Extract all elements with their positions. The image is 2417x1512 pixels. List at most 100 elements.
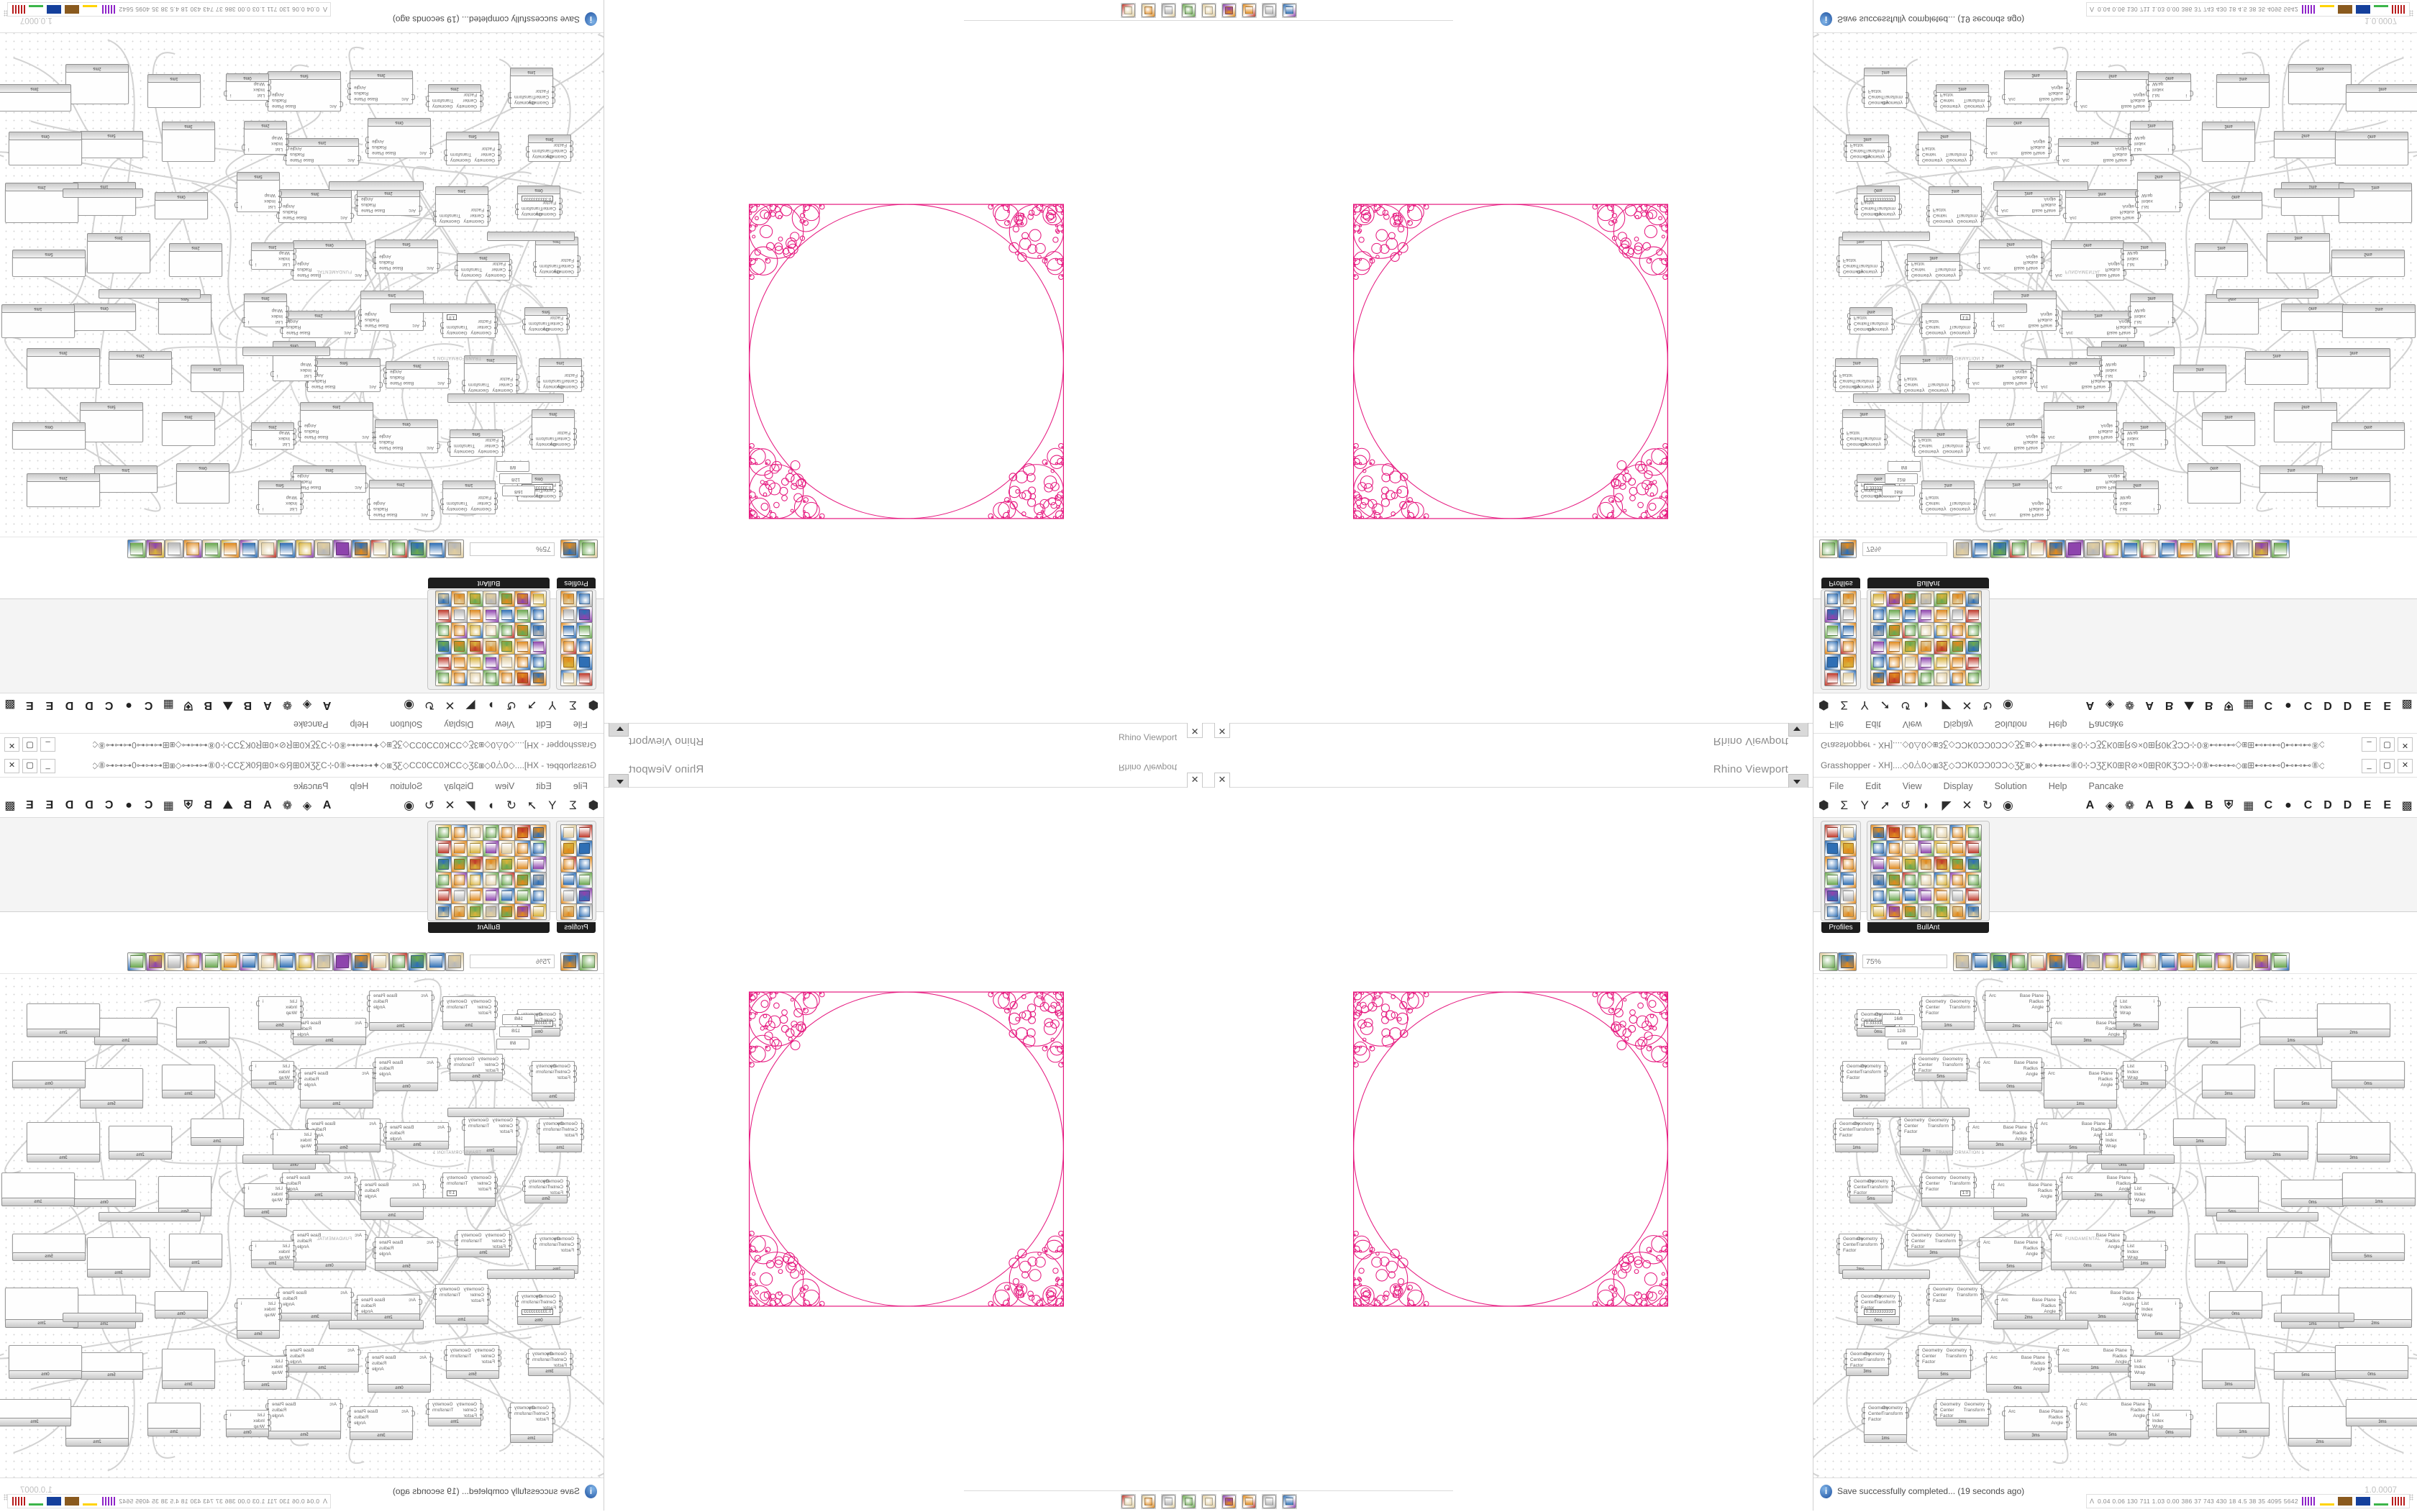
- node-output-port[interactable]: [1877, 382, 1880, 388]
- node-input-port[interactable]: [1995, 1299, 1998, 1305]
- node-input-port[interactable]: [498, 155, 501, 161]
- node-output-port[interactable]: [1973, 498, 1977, 504]
- addon-d1-icon[interactable]: D: [85, 699, 94, 711]
- graph-node[interactable]: 2ms: [2245, 1126, 2308, 1160]
- addon-leaf-icon[interactable]: ◈: [2105, 800, 2115, 812]
- node-output-port[interactable]: [276, 213, 280, 219]
- ribbon-panel-bullant[interactable]: BullAnt: [1867, 578, 1990, 690]
- node-output-port[interactable]: [1966, 1064, 1970, 1070]
- node-output-port[interactable]: [2030, 378, 2034, 384]
- node-output-port[interactable]: [2047, 504, 2050, 510]
- addon-b1-icon[interactable]: B: [2165, 699, 2174, 711]
- graph-node[interactable]: Arc Base Plane Radius Angle 1ms: [298, 1068, 375, 1108]
- node-input-port[interactable]: [1983, 995, 1986, 1001]
- node-input-port[interactable]: [1919, 504, 1923, 510]
- node-input-port[interactable]: [300, 1012, 304, 1018]
- node-input-port[interactable]: [278, 1303, 282, 1308]
- tray-widget-tray-red-peaks-icon[interactable]: [10, 1497, 25, 1506]
- node-input-port[interactable]: [1991, 321, 1995, 327]
- node-input-port[interactable]: [2049, 270, 2052, 276]
- node-input-port[interactable]: [2135, 196, 2139, 202]
- graph-node[interactable]: Arc Base Plane Radius Angle 5ms: [305, 358, 383, 392]
- viewport-dropdown[interactable]: [1788, 774, 1808, 789]
- graph-node[interactable]: 0ms: [176, 463, 229, 504]
- graph-node[interactable]: 2ms: [169, 1234, 222, 1267]
- tray-widget-tray-green-line-icon[interactable]: [2373, 1503, 2388, 1506]
- node-input-port[interactable]: [1919, 328, 1923, 334]
- node-output-port[interactable]: [347, 94, 351, 100]
- node-input-port[interactable]: [1912, 1064, 1916, 1070]
- node-output-port[interactable]: [433, 211, 437, 217]
- taskbar-bw-app-icon[interactable]: [1221, 1493, 1237, 1509]
- node-output-port[interactable]: [526, 1359, 529, 1365]
- node-output-port[interactable]: [462, 1119, 465, 1125]
- node-output-port[interactable]: [224, 91, 227, 96]
- node-output-port[interactable]: [426, 96, 429, 101]
- graph-node[interactable]: Arc Base Plane Radius Angle 5ms: [2074, 1399, 2152, 1439]
- node-output-port[interactable]: [1970, 1349, 1973, 1355]
- node-output-port[interactable]: [529, 1071, 533, 1077]
- node-output-port[interactable]: [2116, 432, 2119, 438]
- node-input-port[interactable]: [1916, 1349, 1919, 1355]
- node-output-port[interactable]: [1988, 96, 1991, 101]
- node-input-port[interactable]: [1847, 1180, 1851, 1186]
- node-output-port[interactable]: [2048, 1357, 2052, 1362]
- graph-node[interactable]: 0ms: [2188, 1007, 2241, 1047]
- node-input-port[interactable]: [581, 370, 584, 376]
- intersect-icon[interactable]: ✕: [1962, 698, 1972, 712]
- node-output-port[interactable]: [2059, 1305, 2062, 1311]
- node-input-port[interactable]: [1905, 270, 1908, 276]
- menu-item-pancake[interactable]: Pancake: [293, 719, 329, 729]
- canvas-toolbar[interactable]: 75%: [0, 949, 604, 974]
- node-input-port[interactable]: [286, 1372, 289, 1377]
- node-output-port[interactable]: [1980, 1288, 1984, 1294]
- node-input-port[interactable]: [2113, 504, 2117, 510]
- graph-node[interactable]: Arc Base Plane Radius Angle 5ms: [2074, 71, 2152, 111]
- node-output-port[interactable]: [2066, 1422, 2070, 1428]
- tray-widget-tray-green-line-icon[interactable]: [2373, 5, 2388, 7]
- number-slider[interactable]: 8/8: [1888, 1039, 1921, 1049]
- graph-node[interactable]: Geometry Center Factor Geometry Transform 3ms: [526, 1349, 573, 1376]
- node-output-port[interactable]: [2048, 137, 2052, 142]
- minimize-button[interactable]: _: [2362, 737, 2377, 752]
- grasshopper-titlebar[interactable]: Grasshopper - XH]....◇0⧊0◇⧆3Ƹ◇ƆƆK0ƆƆ0ƆƆ◇…: [1813, 755, 2417, 778]
- node-input-port[interactable]: [354, 328, 358, 334]
- node-input-port[interactable]: [1912, 1058, 1916, 1064]
- node-output-port[interactable]: [1880, 1244, 1884, 1249]
- window-controls[interactable]: _ ▢ ✕: [2362, 737, 2413, 752]
- graph-node[interactable]: 1ms: [191, 365, 244, 392]
- node-output-port[interactable]: [2047, 1006, 2050, 1012]
- addon-b1-icon[interactable]: B: [243, 799, 252, 811]
- graph-node[interactable]: Geometry Center Factor Geometry Transform 5ms: [1916, 132, 1973, 165]
- graph-node[interactable]: 1ms: [2342, 1172, 2416, 1206]
- zoom-level-input[interactable]: 75%: [470, 542, 555, 556]
- graph-node[interactable]: Arc Base Plane Radius Angle 5ms: [373, 1237, 440, 1271]
- slider-widget[interactable]: [2216, 1212, 2318, 1221]
- viewport-dropdown[interactable]: [1788, 721, 1808, 737]
- node-input-port[interactable]: [1919, 493, 1923, 498]
- menu-item-solution[interactable]: Solution: [390, 781, 423, 791]
- node-input-port[interactable]: [365, 1234, 368, 1240]
- node-output-port[interactable]: [1906, 1407, 1909, 1413]
- menu-item-file[interactable]: File: [1829, 719, 1844, 729]
- node-input-port[interactable]: [1919, 1012, 1923, 1018]
- node-output-port[interactable]: [2172, 1360, 2175, 1366]
- node-output-port[interactable]: [1973, 322, 1977, 328]
- menu-item-edit[interactable]: Edit: [536, 781, 552, 791]
- tray-widget-tray-purple-bars-icon[interactable]: [101, 5, 116, 14]
- node-input-port[interactable]: [516, 374, 519, 380]
- graph-node[interactable]: 5ms: [2274, 1352, 2337, 1380]
- node-input-port[interactable]: [300, 1006, 304, 1012]
- graph-node[interactable]: Geometry Center Factor Geometry Transform 1ms: [1862, 68, 1909, 108]
- graph-node[interactable]: Arc Base Plane Radius Angle 5ms: [1977, 1237, 2044, 1271]
- node-factor-value[interactable]: 0.3333333333: [1863, 1309, 1895, 1315]
- node-output-port[interactable]: [2066, 83, 2070, 88]
- curve-icon[interactable]: ↺: [1900, 698, 1911, 712]
- slider-widget[interactable]: [487, 1270, 575, 1279]
- graph-node[interactable]: Arc Base Plane Radius Angle 3ms: [2049, 1018, 2126, 1045]
- node-input-port[interactable]: [559, 1295, 563, 1301]
- graph-node[interactable]: Arc Base Plane Radius Angle 2ms: [367, 990, 434, 1031]
- node-input-port[interactable]: [570, 146, 573, 152]
- node-input-port[interactable]: [1833, 376, 1836, 382]
